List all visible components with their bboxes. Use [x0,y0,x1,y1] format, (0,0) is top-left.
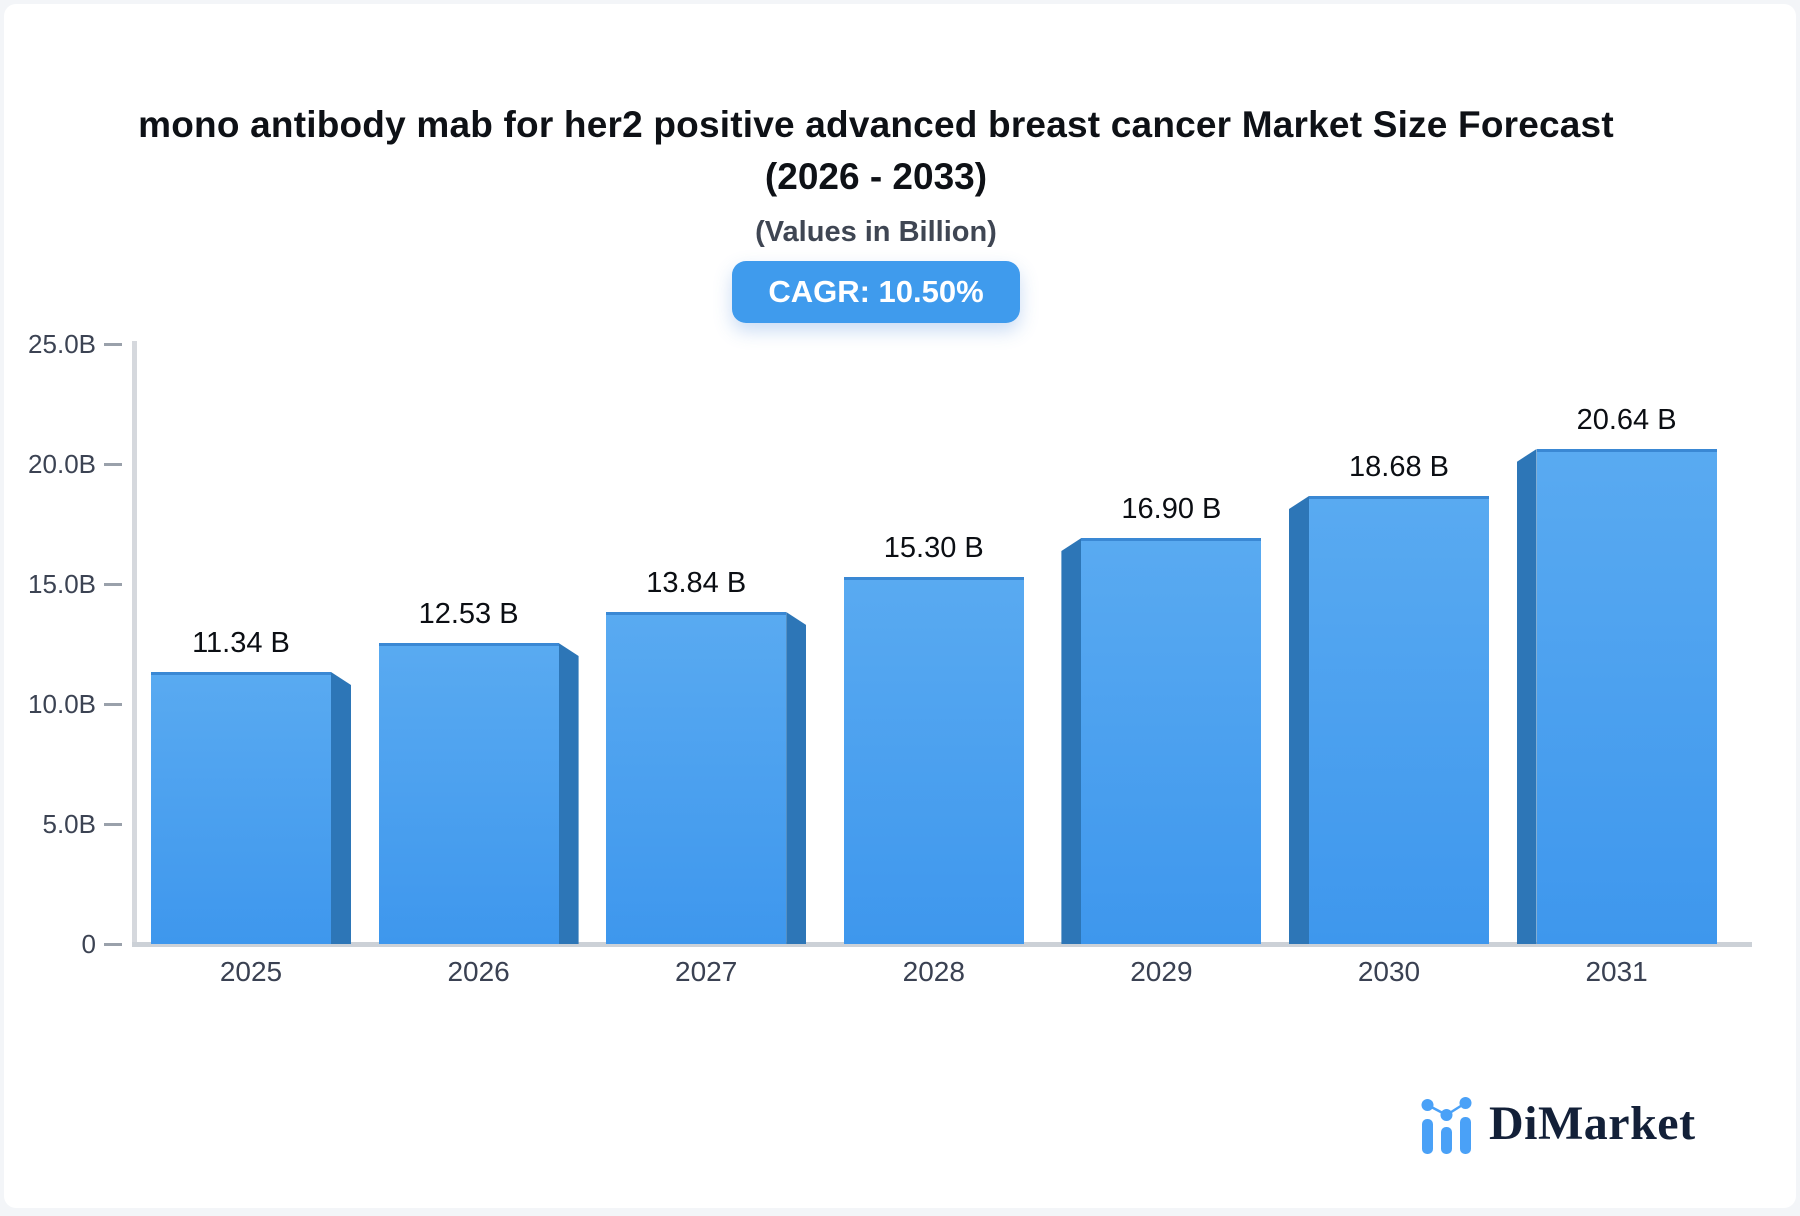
bar-value-label: 12.53 B [418,598,519,630]
logo-text: DiMarket [1489,1096,1696,1150]
y-axis-tick-label: 0 [81,929,96,959]
chart-header: mono antibody mab for her2 positive adva… [4,4,1748,323]
bar-3d-side [1289,496,1309,944]
bar-face [606,612,787,944]
cagr-badge: CAGR: 10.50% [732,261,1020,323]
bar-face [1081,538,1262,944]
y-axis-tick-mark [104,583,122,586]
x-axis-line [132,942,1752,947]
y-axis-tick-label: 20.0B [28,449,96,479]
y-axis-line [132,341,137,946]
bar-face [1309,496,1489,944]
x-axis-label-2025: 2025 [219,956,283,987]
chart-title-line1: mono antibody mab for her2 positive adva… [138,104,1614,145]
bar-2028 [834,577,1034,944]
bar-3d-side [331,672,351,944]
bar-2027 [606,612,807,944]
chart-title-line2: (2026 - 2033) [764,156,988,197]
chart-card: mono antibody mab for her2 positive adva… [4,4,1796,1208]
bar-value-label: 20.64 B [1576,404,1677,436]
y-axis-tick-label: 5.0B [42,809,97,839]
plot-area: 25.0B 20.0B 15.0B 10.0B 5.0B 0 11.34 B 2025 12.5… [4,4,1800,1216]
y-axis-tick-mark [104,823,122,826]
dimarket-logo: DiMarket [1419,1092,1696,1154]
bar-value-label: 13.84 B [646,567,747,599]
bar-face [843,577,1024,944]
bar-2026 [378,643,579,944]
y-axis-tick-label: 25.0B [28,329,96,359]
y-axis-tick-label: 10.0B [28,689,96,719]
bar-2025 [151,672,351,944]
bar-3d-side [1516,449,1537,944]
y-axis-tick-mark [104,703,122,706]
bar-value-label: 11.34 B [192,627,290,659]
bar-value-label: 16.90 B [1121,493,1222,525]
x-axis-label-2030: 2030 [1357,956,1421,987]
x-axis-label-2028: 2028 [902,956,965,987]
y-axis-tick-label: 15.0B [28,569,96,599]
bar-3d-side [558,643,579,944]
y-axis-tick-mark [104,943,122,946]
chart-subtitle: (Values in Billion) [755,216,997,248]
x-axis-label-2029: 2029 [1130,956,1193,987]
bar-3d-side [1061,538,1082,944]
bar-2029 [1061,538,1262,944]
x-axis-label-2026: 2026 [447,956,510,987]
bar-value-label: 18.68 B [1349,451,1449,483]
chart-title: mono antibody mab for her2 positive adva… [4,100,1748,204]
bar-3d-side [786,612,807,944]
y-axis-tick-mark [104,463,122,466]
bar-face [151,672,331,944]
bar-face [378,643,559,944]
y-axis-tick-mark [104,343,122,346]
bar-chart-logo-icon [1421,1097,1472,1154]
bar-2031 [1516,449,1717,944]
x-axis-label-2027: 2027 [675,956,738,987]
x-axis-label-2031: 2031 [1585,956,1648,987]
bar-value-label: 15.30 B [883,532,984,564]
bar-face [1536,449,1717,944]
bar-2030 [1289,496,1489,944]
